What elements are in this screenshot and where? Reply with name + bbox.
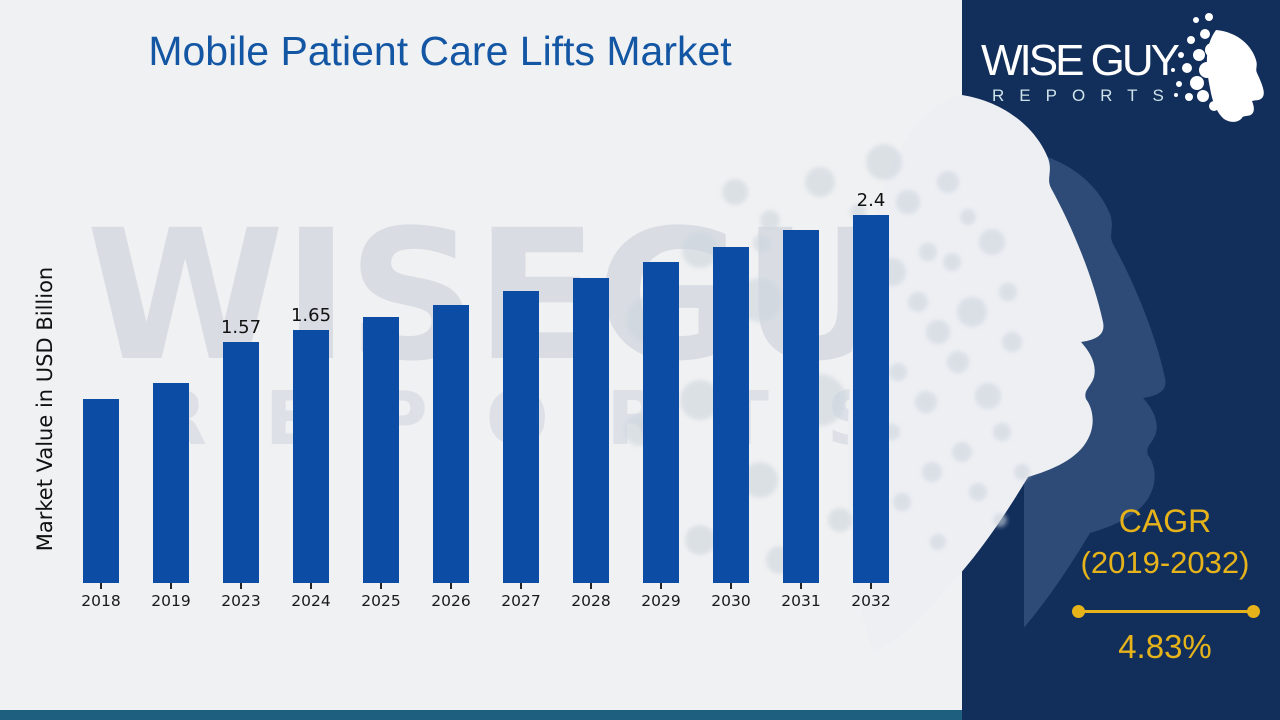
x-axis-label-2019: 2019	[151, 592, 191, 610]
bar-value-label-2024: 1.65	[290, 305, 332, 326]
x-axis-label-2030: 2030	[711, 592, 751, 610]
x-axis-label-2018: 2018	[81, 592, 121, 610]
x-axis-tick	[100, 583, 102, 589]
bar-2028	[573, 278, 609, 583]
x-axis-tick	[800, 583, 802, 589]
x-axis-tick	[380, 583, 382, 589]
x-axis-label-2032: 2032	[851, 592, 891, 610]
x-axis-label-2031: 2031	[781, 592, 821, 610]
bar-2018	[83, 399, 119, 583]
x-axis-tick	[170, 583, 172, 589]
bar-2023	[223, 342, 259, 583]
bar-2032	[853, 215, 889, 583]
x-axis-label-2028: 2028	[571, 592, 611, 610]
x-axis-tick	[590, 583, 592, 589]
x-axis-tick	[870, 583, 872, 589]
bar-value-label-2032: 2.4	[856, 190, 886, 211]
bar-2025	[363, 317, 399, 583]
bar-value-label-2023: 1.57	[220, 317, 262, 338]
bar-2019	[153, 383, 189, 583]
x-axis-label-2026: 2026	[431, 592, 471, 610]
bar-2024	[293, 330, 329, 583]
y-axis-label: Market Value in USD Billion	[33, 266, 57, 552]
x-axis-label-2027: 2027	[501, 592, 541, 610]
x-axis-tick	[310, 583, 312, 589]
bar-2027	[503, 291, 539, 583]
bar-2029	[643, 262, 679, 583]
bar-2031	[783, 230, 819, 583]
x-axis-label-2024: 2024	[291, 592, 331, 610]
x-axis-tick	[730, 583, 732, 589]
x-axis-label-2025: 2025	[361, 592, 401, 610]
x-axis-tick	[660, 583, 662, 589]
x-axis-label-2029: 2029	[641, 592, 681, 610]
x-axis-tick	[450, 583, 452, 589]
x-axis-tick	[240, 583, 242, 589]
x-axis-label-2023: 2023	[221, 592, 261, 610]
x-axis-tick	[520, 583, 522, 589]
bottom-teal-strip	[0, 710, 962, 720]
bar-2026	[433, 305, 469, 583]
page-title: Mobile Patient Care Lifts Market	[148, 28, 732, 74]
bar-2030	[713, 247, 749, 583]
